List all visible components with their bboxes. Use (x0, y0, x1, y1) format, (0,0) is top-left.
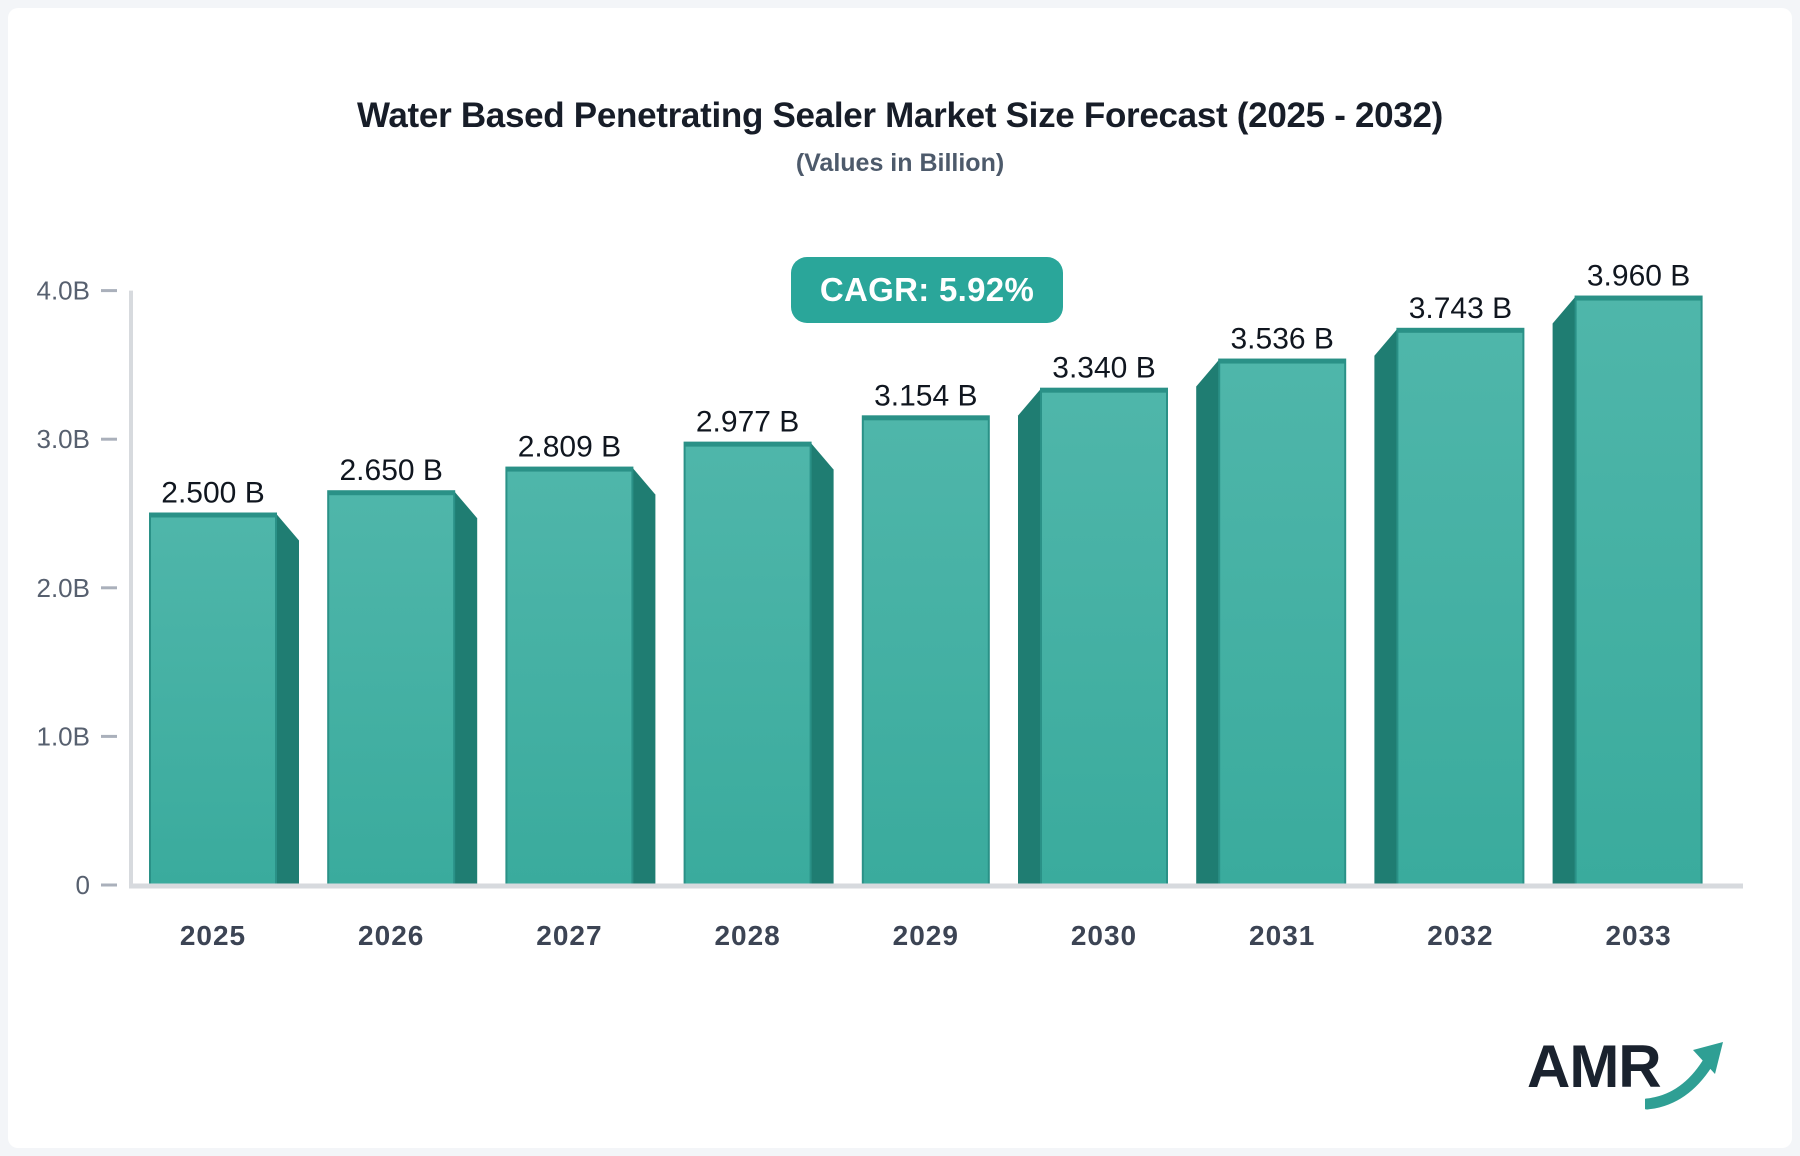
bar-top-edge-2026 (328, 491, 455, 496)
bar-value-label-2027: 2.809 B (518, 431, 621, 464)
amr-logo: AMR (1527, 1028, 1737, 1112)
bar-side-2031 (1196, 359, 1220, 885)
bar-value-label-2032: 3.743 B (1409, 292, 1512, 325)
bar-2027 (505, 466, 634, 886)
bar-side-2030 (1018, 388, 1041, 885)
bar-2033 (1574, 295, 1703, 886)
bar-top-edge-2033 (1575, 296, 1702, 301)
bar-side-2032 (1374, 328, 1398, 886)
bar-top-edge-2030 (1041, 388, 1167, 393)
x-axis-label-2030: 2030 (1071, 920, 1137, 951)
y-axis-label: 3.0B (37, 424, 91, 454)
bar-top-edge-2032 (1397, 328, 1524, 333)
chart-subtitle: (Values in Billion) (795, 149, 1005, 177)
amr-logo-text: AMR (1527, 1033, 1662, 1100)
x-axis-label-2026: 2026 (358, 920, 424, 951)
bar-2031 (1218, 358, 1347, 886)
bar-top-edge-2028 (684, 442, 811, 447)
bar-value-label-2029: 3.154 B (874, 379, 977, 412)
x-axis-label-2032: 2032 (1427, 920, 1493, 951)
bar-value-label-2028: 2.977 B (696, 406, 799, 439)
bar-side-2026 (454, 491, 478, 885)
cagr-badge-label: CAGR: 5.92% (819, 271, 1035, 308)
bar-value-label-2030: 3.340 B (1052, 352, 1155, 385)
growth-arrow-icon (1645, 1042, 1723, 1110)
bar-top-edge-2027 (506, 467, 633, 472)
bar-side-2025 (276, 513, 299, 885)
x-axis-label-2028: 2028 (714, 920, 780, 951)
bar-value-label-2033: 3.960 B (1587, 260, 1690, 293)
bar-2029 (861, 415, 990, 886)
y-axis-label: 1.0B (37, 721, 91, 751)
bar-2028 (683, 441, 812, 886)
cagr-badge: CAGR: 5.92% (791, 257, 1063, 323)
bar-top-edge-2025 (150, 513, 276, 518)
bar-side-2027 (632, 467, 656, 885)
bar-2032 (1396, 327, 1525, 886)
chart-title: Water Based Penetrating Sealer Market Si… (356, 96, 1444, 135)
bar-2025 (149, 512, 277, 886)
y-axis-label: 2.0B (37, 573, 91, 603)
x-axis-label-2031: 2031 (1249, 920, 1315, 951)
bar-side-2033 (1552, 296, 1576, 885)
bar-value-label-2025: 2.500 B (161, 477, 264, 510)
bar-2026 (327, 490, 456, 886)
y-axis-label: 0 (76, 870, 90, 900)
x-axis-label-2033: 2033 (1605, 920, 1671, 951)
x-axis-label-2027: 2027 (536, 920, 602, 951)
x-axis-label-2029: 2029 (893, 920, 959, 951)
bar-2030 (1040, 387, 1168, 886)
y-axis-label: 4.0B (37, 276, 91, 306)
x-axis-label-2025: 2025 (180, 920, 246, 951)
bar-value-label-2026: 2.650 B (339, 454, 442, 487)
bar-top-edge-2029 (862, 416, 989, 421)
bar-value-label-2031: 3.536 B (1230, 323, 1333, 356)
bar-top-edge-2031 (1219, 359, 1346, 364)
bar-side-2028 (810, 442, 834, 885)
